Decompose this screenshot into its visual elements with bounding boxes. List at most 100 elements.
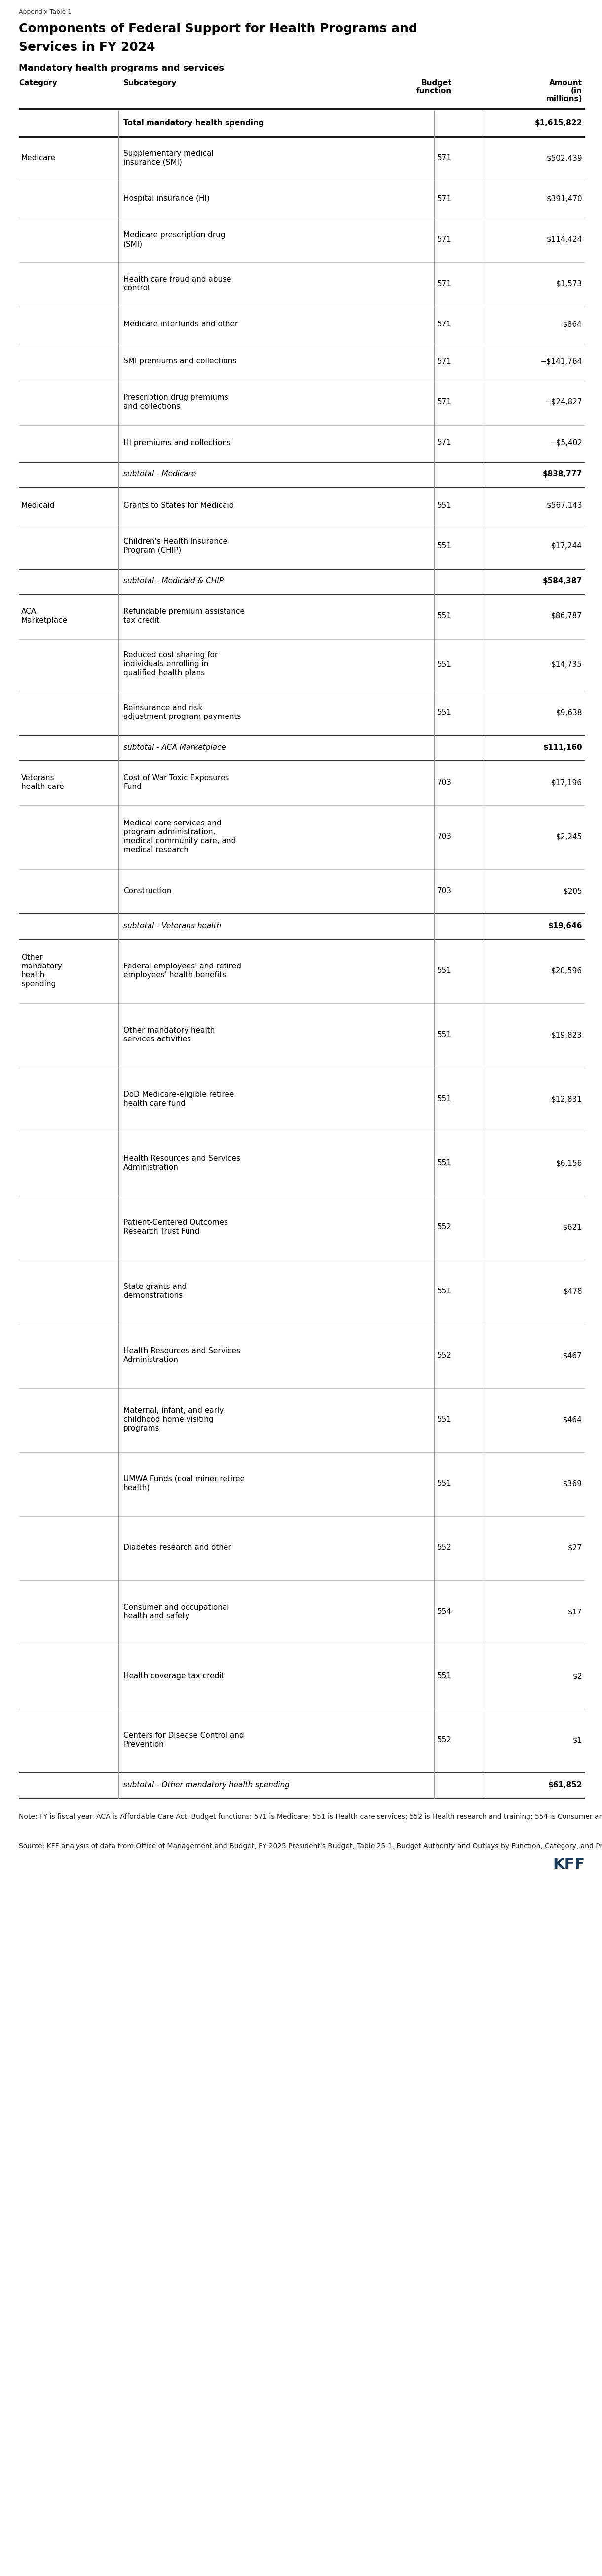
Text: 552: 552 bbox=[437, 1224, 452, 1231]
Text: 551: 551 bbox=[437, 966, 452, 974]
Text: KFF: KFF bbox=[553, 1857, 585, 1873]
Text: Category: Category bbox=[19, 80, 57, 88]
Text: 703: 703 bbox=[437, 886, 452, 894]
Text: $502,439: $502,439 bbox=[547, 155, 582, 162]
Text: program administration,: program administration, bbox=[123, 829, 216, 835]
Text: qualified health plans: qualified health plans bbox=[123, 670, 205, 677]
Text: Prescription drug premiums: Prescription drug premiums bbox=[123, 394, 228, 402]
Text: Budget: Budget bbox=[421, 80, 452, 88]
Text: subtotal - Medicaid & CHIP: subtotal - Medicaid & CHIP bbox=[123, 577, 223, 585]
Text: −$24,827: −$24,827 bbox=[545, 399, 582, 407]
Text: HI premiums and collections: HI premiums and collections bbox=[123, 438, 231, 446]
Text: $114,424: $114,424 bbox=[547, 237, 582, 242]
Text: 571: 571 bbox=[437, 322, 452, 327]
Text: Total mandatory health spending: Total mandatory health spending bbox=[123, 118, 264, 126]
Text: $567,143: $567,143 bbox=[547, 502, 582, 510]
Text: $19,646: $19,646 bbox=[548, 922, 582, 930]
Text: millions): millions) bbox=[546, 95, 582, 103]
Text: Prevention: Prevention bbox=[123, 1741, 164, 1749]
Text: $205: $205 bbox=[563, 886, 582, 894]
Text: 703: 703 bbox=[437, 832, 452, 840]
Text: 551: 551 bbox=[437, 1672, 452, 1680]
Text: Subcategory: Subcategory bbox=[123, 80, 177, 88]
Text: Diabetes research and other: Diabetes research and other bbox=[123, 1543, 231, 1551]
Text: $838,777: $838,777 bbox=[543, 471, 582, 477]
Text: 571: 571 bbox=[437, 237, 452, 242]
Text: subtotal - Other mandatory health spending: subtotal - Other mandatory health spendi… bbox=[123, 1780, 290, 1788]
Text: 571: 571 bbox=[437, 438, 452, 446]
Text: Health Resources and Services: Health Resources and Services bbox=[123, 1154, 240, 1162]
Text: $1: $1 bbox=[573, 1736, 582, 1744]
Text: 551: 551 bbox=[437, 1030, 452, 1038]
Text: Program (CHIP): Program (CHIP) bbox=[123, 546, 181, 554]
Text: programs: programs bbox=[123, 1425, 160, 1432]
Text: Mandatory health programs and services: Mandatory health programs and services bbox=[19, 64, 224, 72]
Text: Federal employees' and retired: Federal employees' and retired bbox=[123, 963, 241, 971]
Text: −$5,402: −$5,402 bbox=[550, 438, 582, 446]
Text: −$141,764: −$141,764 bbox=[540, 358, 582, 366]
Text: Source: KFF analysis of data from Office of Management and Budget, FY 2025 Presi: Source: KFF analysis of data from Office… bbox=[19, 1842, 602, 1850]
Text: adjustment program payments: adjustment program payments bbox=[123, 714, 241, 721]
Text: Children's Health Insurance: Children's Health Insurance bbox=[123, 538, 228, 546]
Text: Hospital insurance (HI): Hospital insurance (HI) bbox=[123, 196, 209, 204]
Text: $17,196: $17,196 bbox=[551, 778, 582, 786]
Text: $2,245: $2,245 bbox=[556, 832, 582, 840]
Text: 552: 552 bbox=[437, 1736, 452, 1744]
Text: Medicare: Medicare bbox=[21, 155, 56, 162]
Text: (SMI): (SMI) bbox=[123, 240, 143, 247]
Text: $6,156: $6,156 bbox=[556, 1159, 582, 1167]
Text: UMWA Funds (coal miner retiree: UMWA Funds (coal miner retiree bbox=[123, 1476, 245, 1484]
Text: 551: 551 bbox=[437, 613, 452, 621]
Text: Health coverage tax credit: Health coverage tax credit bbox=[123, 1672, 225, 1680]
Text: Medicare prescription drug: Medicare prescription drug bbox=[123, 232, 225, 240]
Text: $1,615,822: $1,615,822 bbox=[535, 118, 582, 126]
Text: Consumer and occupational: Consumer and occupational bbox=[123, 1605, 229, 1610]
Text: Medicare interfunds and other: Medicare interfunds and other bbox=[123, 322, 238, 327]
Text: Health care fraud and abuse: Health care fraud and abuse bbox=[123, 276, 231, 283]
Text: function: function bbox=[417, 88, 452, 95]
Text: Medicaid: Medicaid bbox=[21, 502, 55, 510]
Text: health): health) bbox=[123, 1484, 150, 1492]
Text: subtotal - Medicare: subtotal - Medicare bbox=[123, 471, 196, 477]
Text: 571: 571 bbox=[437, 155, 452, 162]
Text: Services in FY 2024: Services in FY 2024 bbox=[19, 41, 155, 54]
Text: Construction: Construction bbox=[123, 886, 172, 894]
Text: 571: 571 bbox=[437, 196, 452, 204]
Text: $86,787: $86,787 bbox=[551, 613, 582, 621]
Text: Research Trust Fund: Research Trust Fund bbox=[123, 1229, 199, 1236]
Text: medical research: medical research bbox=[123, 845, 188, 853]
Text: employees' health benefits: employees' health benefits bbox=[123, 971, 226, 979]
Text: Reduced cost sharing for: Reduced cost sharing for bbox=[123, 652, 218, 659]
Text: $111,160: $111,160 bbox=[543, 744, 582, 752]
Text: 551: 551 bbox=[437, 1095, 452, 1103]
Text: 551: 551 bbox=[437, 1417, 452, 1422]
Text: Note: FY is fiscal year. ACA is Affordable Care Act. Budget functions: 571 is Me: Note: FY is fiscal year. ACA is Affordab… bbox=[19, 1814, 602, 1821]
Text: $9,638: $9,638 bbox=[556, 708, 582, 716]
Text: DoD Medicare-eligible retiree: DoD Medicare-eligible retiree bbox=[123, 1090, 234, 1097]
Text: 551: 551 bbox=[437, 1288, 452, 1296]
Text: 554: 554 bbox=[437, 1607, 452, 1615]
Text: Administration: Administration bbox=[123, 1355, 179, 1363]
Text: $20,596: $20,596 bbox=[551, 966, 582, 974]
Text: Reinsurance and risk: Reinsurance and risk bbox=[123, 703, 202, 711]
Text: medical community care, and: medical community care, and bbox=[123, 837, 236, 845]
Text: Patient-Centered Outcomes: Patient-Centered Outcomes bbox=[123, 1218, 228, 1226]
Text: and collections: and collections bbox=[123, 402, 180, 410]
Text: Grants to States for Medicaid: Grants to States for Medicaid bbox=[123, 502, 234, 510]
Text: $14,735: $14,735 bbox=[551, 659, 582, 667]
Text: $17: $17 bbox=[568, 1607, 582, 1615]
Text: $61,852: $61,852 bbox=[548, 1780, 582, 1788]
Text: $584,387: $584,387 bbox=[543, 577, 582, 585]
Text: health care fund: health care fund bbox=[123, 1100, 185, 1108]
Text: Refundable premium assistance: Refundable premium assistance bbox=[123, 608, 245, 616]
Text: $1,573: $1,573 bbox=[556, 281, 582, 289]
Text: Components of Federal Support for Health Programs and: Components of Federal Support for Health… bbox=[19, 23, 417, 33]
Text: 571: 571 bbox=[437, 358, 452, 366]
Text: subtotal - ACA Marketplace: subtotal - ACA Marketplace bbox=[123, 744, 226, 752]
Text: health and safety: health and safety bbox=[123, 1613, 190, 1620]
Text: demonstrations: demonstrations bbox=[123, 1293, 182, 1298]
Text: mandatory: mandatory bbox=[21, 963, 63, 971]
Text: Other mandatory health: Other mandatory health bbox=[123, 1028, 215, 1033]
Text: 551: 551 bbox=[437, 1479, 452, 1486]
Text: insurance (SMI): insurance (SMI) bbox=[123, 160, 182, 167]
